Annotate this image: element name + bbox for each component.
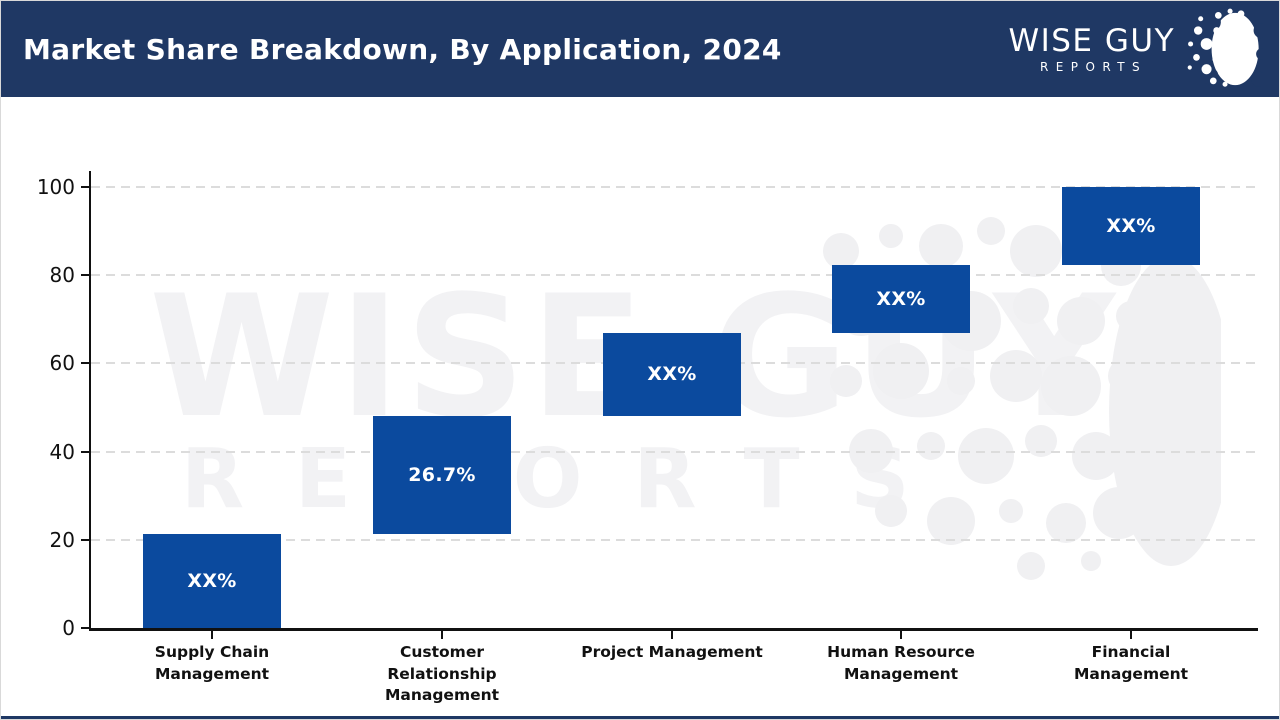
brand-wordmark: WISE GUY REPORTS (1008, 22, 1175, 74)
x-axis-label: Supply Chain Management (154, 643, 270, 683)
y-axis-label: 20 (49, 527, 75, 552)
y-axis-label: 60 (49, 351, 75, 376)
x-axis-line (89, 628, 1258, 631)
y-tick-mark (81, 538, 89, 541)
y-tick-mark (81, 362, 89, 365)
x-axis-label: Project Management (581, 643, 763, 661)
bar-value-label: XX% (1106, 215, 1156, 238)
x-axis-label: Customer Relationship Management (384, 643, 500, 705)
x-axis-label: Financial Management (1073, 643, 1189, 683)
x-tick-mark (1130, 631, 1132, 639)
y-tick-mark (81, 627, 89, 629)
gridline (91, 274, 1256, 277)
header-bar: Market Share Breakdown, By Application, … (1, 1, 1279, 97)
y-tick-mark (81, 450, 89, 453)
chart-title: Market Share Breakdown, By Application, … (23, 32, 782, 66)
bar-value-label: 26.7% (408, 464, 476, 487)
gridline (91, 450, 1256, 453)
x-tick-mark (671, 631, 673, 639)
x-tick-mark (211, 631, 213, 639)
chart-bar: XX% (603, 332, 741, 417)
y-axis-line (89, 171, 91, 630)
chart-bar: XX% (1062, 187, 1200, 266)
x-tick-mark (900, 631, 902, 639)
y-axis-label: 100 (36, 175, 75, 199)
x-tick-mark (441, 631, 443, 639)
y-axis-label: 0 (62, 616, 75, 640)
brand-name: WISE GUY (1008, 22, 1175, 59)
y-tick-mark (81, 274, 89, 277)
x-axis-label: Human Resource Management (827, 643, 975, 683)
brand-subname: REPORTS (1039, 59, 1148, 74)
chart-bar: XX% (832, 265, 970, 333)
gridline (91, 538, 1256, 541)
brand-head-icon (1187, 8, 1263, 87)
bar-value-label: XX% (876, 288, 926, 310)
bar-value-label: XX% (647, 363, 697, 386)
brand-logo: WISE GUY REPORTS (1008, 7, 1263, 91)
bar-value-label: XX% (187, 570, 237, 593)
y-axis-label: 80 (49, 263, 75, 288)
y-axis-label: 40 (49, 439, 75, 464)
y-tick-mark (81, 186, 89, 188)
chart-bar: XX% (143, 534, 281, 628)
gridline (91, 186, 1256, 188)
chart-bar: 26.7% (373, 416, 511, 535)
footer-bar (1, 716, 1279, 719)
